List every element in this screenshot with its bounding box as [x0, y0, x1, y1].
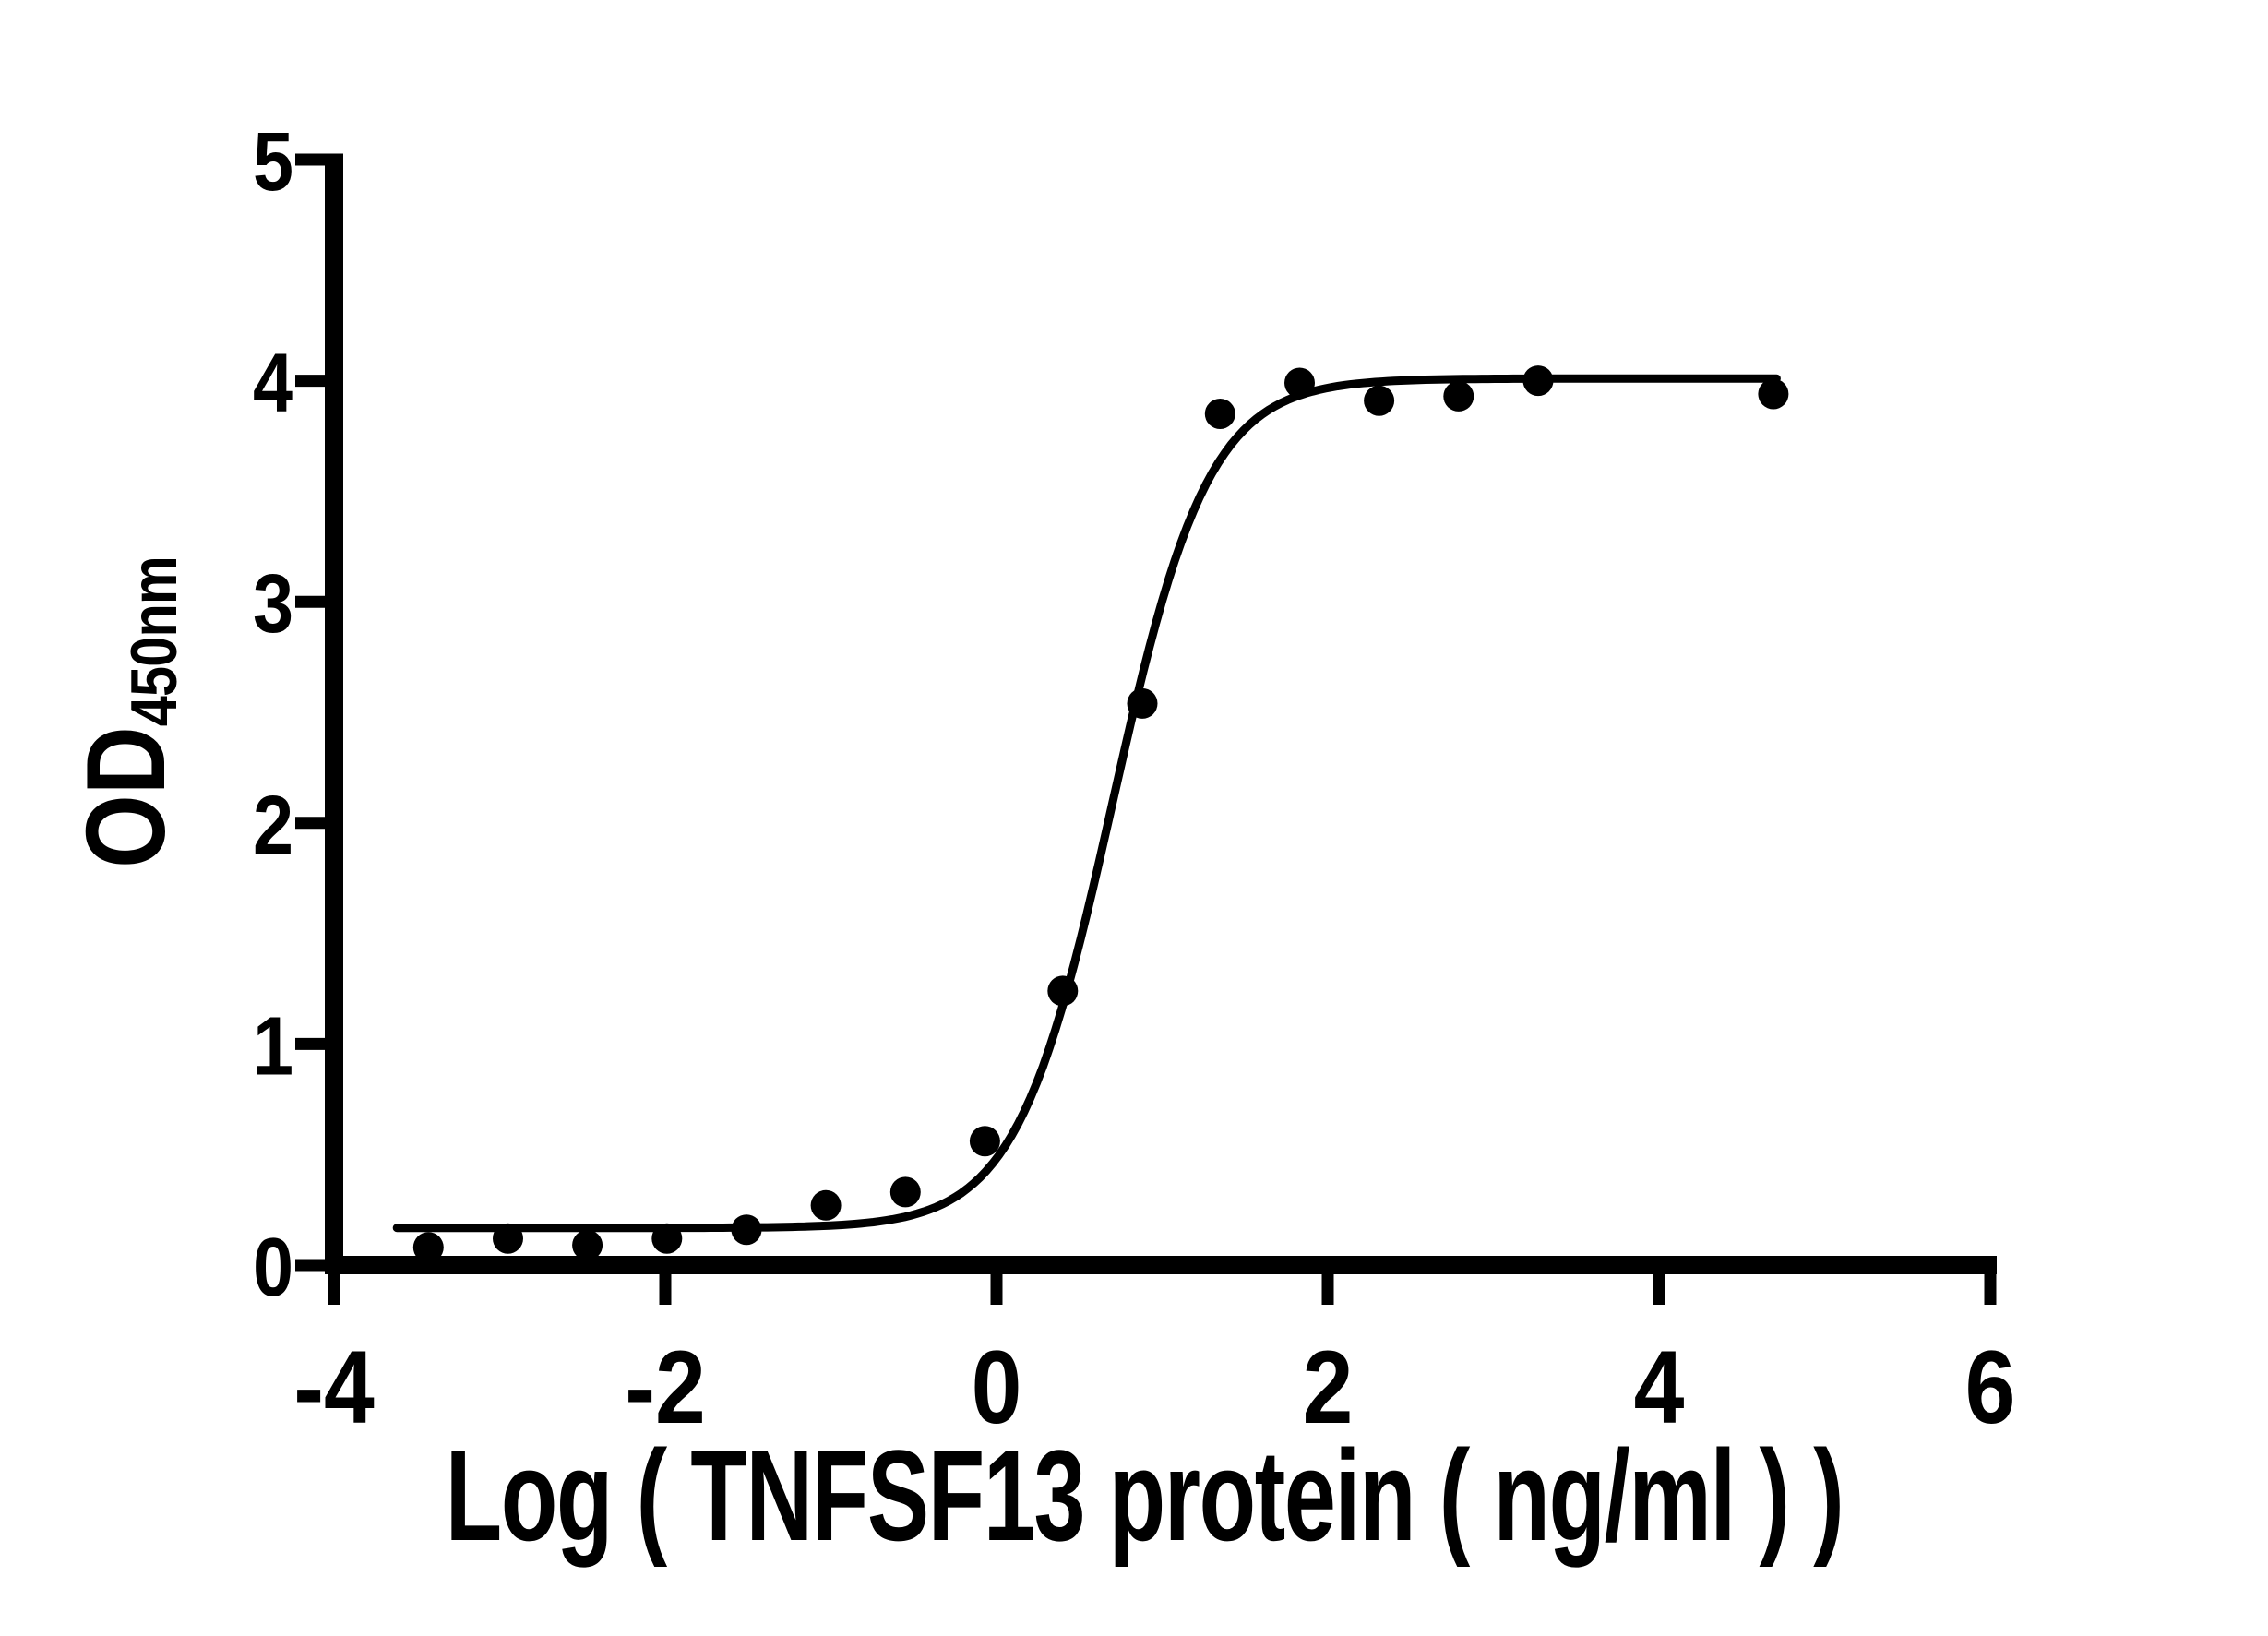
- data-point: [969, 1126, 1000, 1157]
- y-tick-label: 1: [253, 999, 293, 1093]
- y-tick-label: 2: [253, 778, 293, 871]
- data-point: [731, 1214, 762, 1246]
- data-point: [1047, 975, 1079, 1007]
- fit-curve: [392, 374, 1781, 1233]
- x-tick-label: 4: [1634, 1331, 1685, 1445]
- data-point: [572, 1229, 603, 1260]
- y-axis-title: OD450nm: [63, 556, 190, 868]
- x-tick-label: 0: [972, 1331, 1022, 1445]
- data-point: [1127, 687, 1158, 719]
- x-tick-label: 6: [1965, 1331, 2016, 1445]
- data-point: [1758, 378, 1789, 410]
- data-point: [1204, 399, 1235, 429]
- data-point: [889, 1176, 921, 1208]
- y-axis-title-main: OD: [63, 726, 188, 868]
- x-tick-label: -2: [625, 1331, 706, 1445]
- data-point: [1284, 367, 1315, 399]
- data-point: [651, 1223, 683, 1254]
- data-point: [1522, 365, 1554, 397]
- y-tick-label: 5: [253, 114, 293, 208]
- data-point: [412, 1232, 444, 1263]
- y-tick-label: 3: [253, 556, 293, 650]
- data-point: [493, 1223, 523, 1254]
- data-point: [1443, 380, 1474, 412]
- x-tick-label: 2: [1303, 1331, 1354, 1445]
- y-tick-label: 4: [253, 336, 293, 429]
- data-point: [810, 1189, 842, 1221]
- data-point: [1364, 385, 1395, 416]
- x-axis-title: Log ( TNFSF13 protein ( ng/ml ) ): [445, 1423, 1844, 1568]
- y-axis-title-subscript: 450nm: [116, 556, 190, 727]
- x-tick-label: -4: [293, 1331, 375, 1445]
- y-tick-label: 0: [253, 1220, 293, 1313]
